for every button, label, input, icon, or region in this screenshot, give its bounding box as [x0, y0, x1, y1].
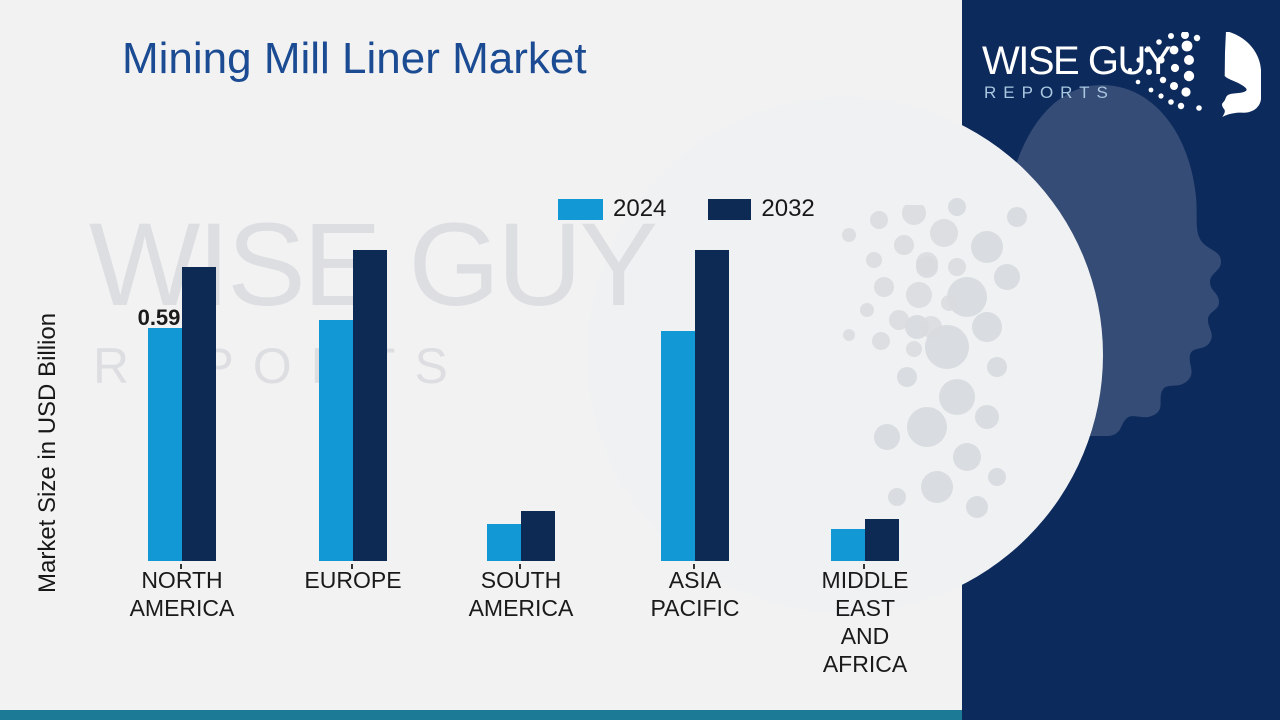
svg-text:WISE GUY: WISE GUY — [982, 39, 1171, 83]
svg-text:REPORTS: REPORTS — [984, 83, 1115, 102]
